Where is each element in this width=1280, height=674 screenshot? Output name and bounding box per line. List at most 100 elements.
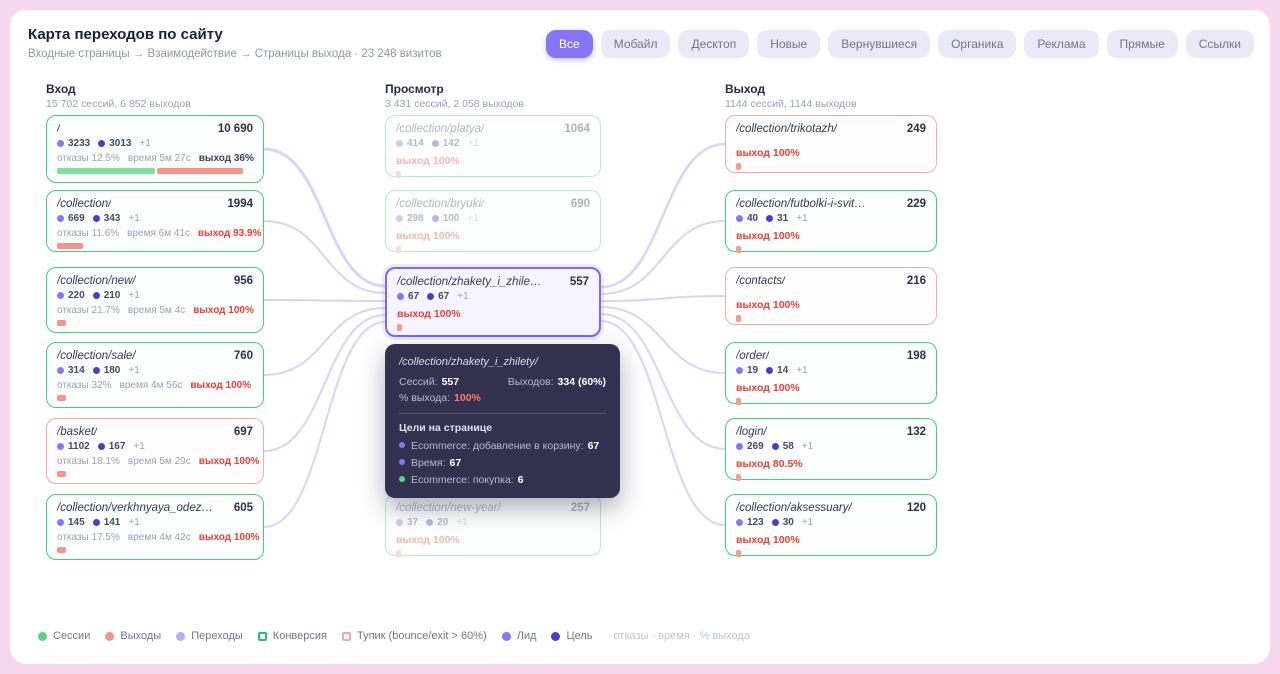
page-path: /collection/new/ bbox=[57, 275, 136, 287]
goal-dot-icon bbox=[426, 519, 434, 526]
bounce-stat: отказы 18.1% bbox=[57, 456, 120, 467]
filter-ads[interactable]: Реклама bbox=[1024, 30, 1099, 58]
sessions-count: 132 bbox=[906, 426, 926, 438]
goal-count: 142 bbox=[442, 138, 460, 149]
filter-desktop[interactable]: Десктоп bbox=[678, 30, 750, 58]
filter-organic[interactable]: Органика bbox=[938, 30, 1017, 58]
lead-count: 314 bbox=[68, 365, 85, 376]
filter-mobile[interactable]: Мобайл bbox=[600, 30, 671, 58]
tooltip-goals-title: Цели на странице bbox=[399, 422, 493, 434]
goal-count: 210 bbox=[103, 290, 121, 301]
column-head-entry: Вход 15 702 сессий, 6 852 выходов bbox=[46, 82, 191, 110]
tooltip-sessions-row: Сессий: 557 Выходов: 334 (60%) bbox=[399, 376, 606, 388]
exits-bar bbox=[57, 547, 253, 553]
tooltip-divider bbox=[399, 413, 606, 414]
page-path: /collection/sale/ bbox=[57, 350, 136, 362]
extra-count: +1 bbox=[796, 365, 808, 376]
page-card-aksessuary[interactable]: /collection/aksessuary/120 123 30 +1 вых… bbox=[725, 494, 937, 557]
sessions-exits-bar bbox=[57, 168, 253, 174]
page-card-collection-new[interactable]: /collection/new/956 220 210 +1 отказы 21… bbox=[46, 267, 264, 333]
lead-dot-icon bbox=[736, 443, 743, 450]
page-card-login[interactable]: /login/132 269 58 +1 выход 80.5% bbox=[725, 418, 937, 481]
exits-dot-icon bbox=[105, 631, 115, 641]
sessions-dot-icon bbox=[38, 631, 47, 641]
page-card-basket[interactable]: /basket/697 1102 167 +1 отказы 18.1% вре… bbox=[46, 418, 264, 484]
page-card-platya[interactable]: /collection/platya/1064 414 142 +1 выход… bbox=[385, 115, 601, 178]
flow-links bbox=[263, 142, 726, 528]
tooltip-goal-row: Ecommerce: покупка: 6 bbox=[399, 474, 606, 486]
page-card-root[interactable]: / 10 690 3233 3013 +1 отказы 12.5% время … bbox=[46, 115, 264, 183]
filter-new[interactable]: Новые bbox=[757, 30, 821, 58]
page-card-futbolki[interactable]: /collection/futbolki-i-svit… 229 40 31 +1… bbox=[725, 190, 937, 253]
exit-stat: выход 100% bbox=[736, 534, 800, 546]
lead-dot-icon bbox=[736, 215, 743, 222]
page-card-collection[interactable]: /collection/1994 669 343 +1 отказы 11.6%… bbox=[46, 190, 264, 252]
page-card-new-year[interactable]: /collection/new-year/257 37 20 +1 выход … bbox=[385, 494, 601, 557]
page-subtitle: Входные страницы → Взаимодействие → Стра… bbox=[28, 48, 442, 60]
exit-stat: выход 100% bbox=[736, 230, 800, 242]
exit-stat: выход 100% bbox=[397, 308, 461, 320]
exits-tick bbox=[736, 246, 741, 253]
sessions-count: 198 bbox=[906, 350, 926, 362]
goals-row: 123 30 +1 bbox=[736, 517, 926, 528]
exit-stat: выход 100% bbox=[190, 380, 252, 391]
page-card-bryuki[interactable]: /collection/bryuki/690 298 100 +1 выход … bbox=[385, 190, 601, 253]
goals-row: 3233 3013 +1 bbox=[57, 138, 253, 149]
lead-dot-icon bbox=[399, 442, 405, 448]
lead-count: 123 bbox=[747, 517, 764, 528]
filter-links[interactable]: Ссылки bbox=[1185, 30, 1254, 58]
page-card-zhakety-selected[interactable]: /collection/zhakety_i_zhile… 557 67 67 +1… bbox=[385, 267, 601, 337]
lead-count: 269 bbox=[747, 441, 764, 452]
lead-dot-icon bbox=[397, 293, 404, 300]
goal-dot-icon bbox=[551, 631, 561, 641]
card-stats: отказы 18.1% время 5м 29с выход 100% bbox=[57, 456, 259, 467]
segment-filters: Все Мобайл Десктоп Новые Вернувшиеся Орг… bbox=[546, 30, 1254, 58]
page-path: /collection/bryuki/ bbox=[396, 198, 485, 210]
legend-goal: Цель bbox=[551, 630, 593, 642]
goal-dot-icon bbox=[431, 140, 439, 147]
lead-count: 3233 bbox=[68, 138, 91, 149]
exit-stat: выход 100% bbox=[736, 299, 800, 311]
page-card-trikotazh[interactable]: /collection/trikotazh/249 выход 100% bbox=[725, 115, 937, 173]
goal-dot-icon bbox=[92, 367, 100, 374]
time-stat: время 5м 29с bbox=[127, 456, 191, 467]
lead-dot-icon bbox=[399, 459, 405, 465]
filter-returning[interactable]: Вернувшиеся bbox=[828, 30, 931, 58]
extra-count: +1 bbox=[457, 291, 469, 302]
exits-bar bbox=[57, 471, 253, 477]
tooltip-goal-row: Ecommerce: добавление в корзину: 67 bbox=[399, 440, 606, 452]
tooltip-exit-pct-row: % выхода: 100% bbox=[399, 392, 481, 404]
goals-row: 37 20 +1 bbox=[396, 517, 590, 528]
lead-count: 669 bbox=[68, 213, 85, 224]
sessions-count: 605 bbox=[233, 502, 253, 514]
lead-dot-icon bbox=[57, 140, 64, 147]
goal-dot-icon bbox=[98, 140, 106, 147]
filter-direct[interactable]: Прямые bbox=[1106, 30, 1178, 58]
exits-tick bbox=[736, 550, 741, 557]
tooltip-goal-row: Время: 67 bbox=[399, 457, 606, 469]
extra-count: +1 bbox=[467, 213, 479, 224]
page-card-collection-sale[interactable]: /collection/sale/760 314 180 +1 отказы 3… bbox=[46, 342, 264, 408]
goals-row: 19 14 +1 bbox=[736, 365, 926, 376]
lead-dot-icon bbox=[736, 367, 743, 374]
goal-count: 343 bbox=[103, 213, 121, 224]
filter-all[interactable]: Все bbox=[546, 30, 593, 58]
sessions-count: 1994 bbox=[227, 198, 253, 210]
goal-count: 20 bbox=[437, 517, 449, 528]
goals-row: 220 210 +1 bbox=[57, 290, 253, 301]
goal-count: 30 bbox=[782, 517, 794, 528]
page-card-order[interactable]: /order/198 19 14 +1 выход 100% bbox=[725, 342, 937, 405]
lead-count: 1102 bbox=[68, 441, 90, 452]
goal-count: 58 bbox=[782, 441, 794, 452]
card-stats: отказы 32% время 4м 56с выход 100% bbox=[57, 380, 253, 391]
sessions-count: 120 bbox=[906, 502, 926, 514]
page-card-verkhnyaya-odezhda[interactable]: /collection/verkhnyaya_odez… 605 145 141 … bbox=[46, 494, 264, 560]
page-title: Карта переходов по сайту bbox=[28, 26, 223, 43]
column-title: Выход bbox=[725, 82, 766, 96]
goal-count: 167 bbox=[108, 441, 126, 452]
lead-dot-icon bbox=[57, 443, 64, 450]
extra-count: +1 bbox=[128, 365, 140, 376]
exits-bar bbox=[57, 395, 253, 401]
page-card-contacts[interactable]: /contacts/216 выход 100% bbox=[725, 267, 937, 325]
sessions-count: 956 bbox=[233, 275, 253, 287]
